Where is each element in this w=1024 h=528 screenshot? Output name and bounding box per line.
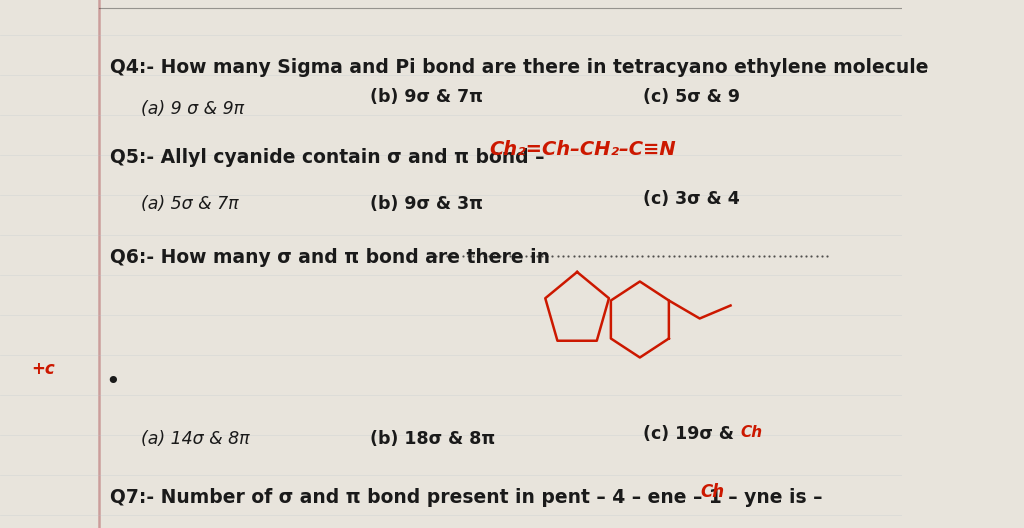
Text: Ch: Ch	[700, 483, 725, 501]
Text: (c) 5σ & 9: (c) 5σ & 9	[643, 88, 740, 106]
Text: Q7:- Number of σ and π bond present in pent – 4 – ene – 1 – yne is –: Q7:- Number of σ and π bond present in p…	[111, 488, 822, 507]
Text: (a) 14σ & 8π: (a) 14σ & 8π	[141, 430, 250, 448]
Text: (a) 5σ & 7π: (a) 5σ & 7π	[141, 195, 239, 213]
Text: (c) 19σ &: (c) 19σ &	[643, 425, 734, 443]
Text: Ch: Ch	[740, 425, 762, 440]
Text: Q5:- Allyl cyanide contain σ and π bond –: Q5:- Allyl cyanide contain σ and π bond …	[111, 148, 545, 167]
Text: (b) 9σ & 7π: (b) 9σ & 7π	[370, 88, 483, 106]
Text: (a) 9 σ & 9π: (a) 9 σ & 9π	[141, 100, 244, 118]
Text: (b) 9σ & 3π: (b) 9σ & 3π	[370, 195, 483, 213]
Text: Ch₂=Ch–CH₂–C≡N: Ch₂=Ch–CH₂–C≡N	[489, 140, 676, 159]
Text: (b) 18σ & 8π: (b) 18σ & 8π	[370, 430, 496, 448]
Text: •: •	[105, 370, 121, 394]
Text: (c) 3σ & 4: (c) 3σ & 4	[643, 190, 740, 208]
Text: +c: +c	[31, 360, 54, 378]
Text: Q6:- How many σ and π bond are there in: Q6:- How many σ and π bond are there in	[111, 248, 557, 267]
Text: Q4:- How many Sigma and Pi bond are there in tetracyano ethylene molecule: Q4:- How many Sigma and Pi bond are ther…	[111, 58, 929, 77]
